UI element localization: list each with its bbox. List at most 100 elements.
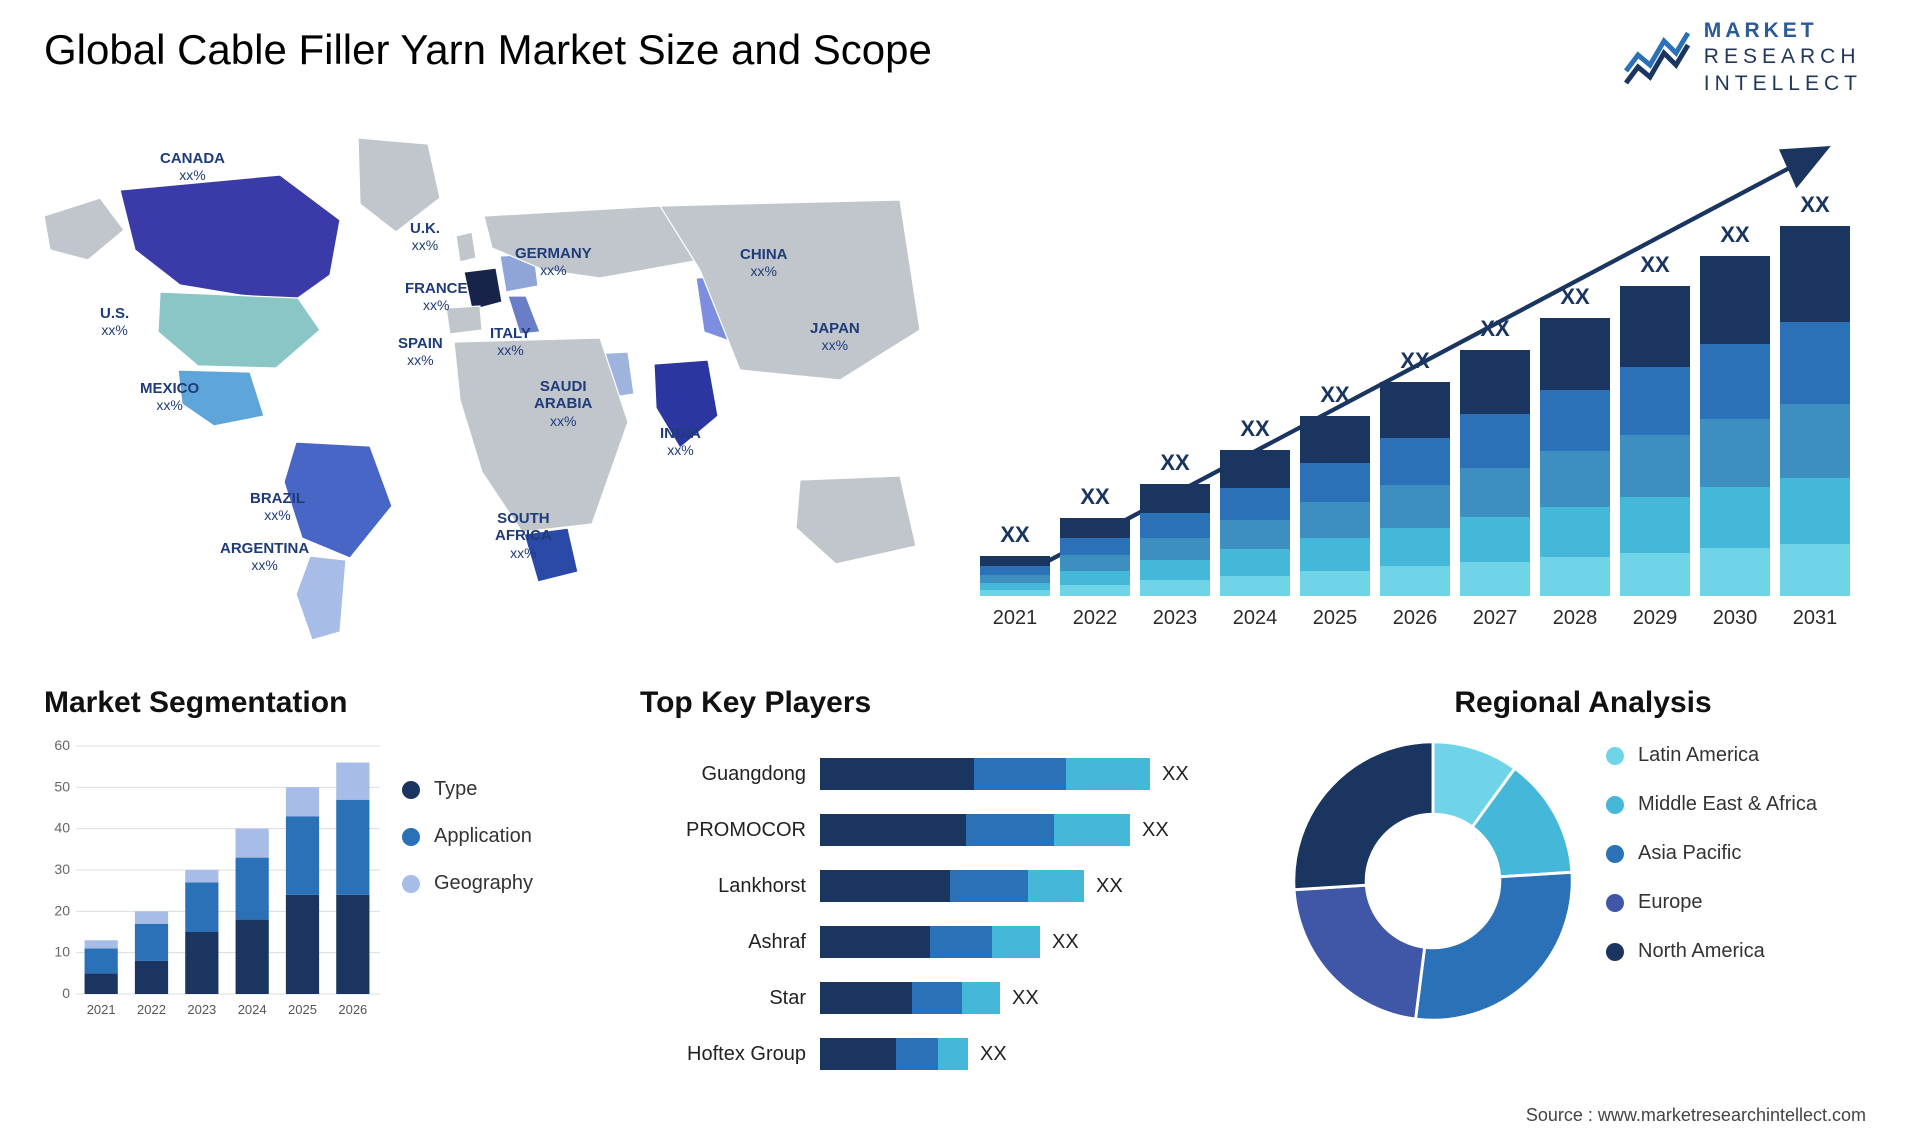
growth-xtick: 2029 — [1620, 607, 1690, 630]
growth-seg — [1140, 560, 1210, 580]
donut-slice — [1294, 885, 1425, 1019]
growth-seg — [1620, 367, 1690, 435]
growth-seg — [1460, 350, 1530, 414]
growth-bar-2027: XX — [1460, 350, 1530, 596]
growth-seg — [1380, 485, 1450, 528]
map-label-saudi-arabia: SAUDIARABIAxx% — [534, 378, 592, 430]
seg-bar — [336, 800, 369, 895]
growth-seg — [1780, 404, 1850, 478]
growth-xtick: 2026 — [1380, 607, 1450, 630]
player-row: Hoftex GroupXX — [640, 1026, 1240, 1082]
region-legend-item: Asia Pacific — [1606, 842, 1817, 865]
growth-seg — [1140, 580, 1210, 596]
growth-seg — [1300, 571, 1370, 596]
growth-bar-label: XX — [1060, 484, 1130, 510]
player-name: Hoftex Group — [640, 1043, 820, 1066]
growth-seg — [1700, 256, 1770, 344]
growth-seg — [1540, 318, 1610, 390]
donut-slice — [1294, 742, 1433, 890]
region-legend-item: Latin America — [1606, 744, 1817, 767]
growth-bar-2022: XX — [1060, 518, 1130, 596]
growth-seg — [1300, 502, 1370, 538]
growth-seg — [1780, 226, 1850, 322]
growth-seg — [1700, 487, 1770, 548]
svg-text:2022: 2022 — [137, 1002, 166, 1017]
player-row: AshrafXX — [640, 914, 1240, 970]
player-value: XX — [1162, 763, 1189, 786]
player-name: Lankhorst — [640, 875, 820, 898]
growth-seg — [1140, 538, 1210, 560]
growth-seg — [1060, 585, 1130, 596]
logo-text-2: RESEARCH — [1704, 44, 1862, 70]
growth-seg — [1700, 344, 1770, 419]
region-legend-item: North America — [1606, 940, 1817, 963]
svg-text:60: 60 — [54, 738, 70, 753]
svg-text:2026: 2026 — [338, 1002, 367, 1017]
map-region-aus — [796, 476, 916, 564]
regional-section: Regional Analysis Latin AmericaMiddle Ea… — [1288, 686, 1878, 720]
seg-bar — [286, 816, 319, 895]
growth-xtick: 2030 — [1700, 607, 1770, 630]
player-value: XX — [1142, 819, 1169, 842]
svg-text:50: 50 — [54, 778, 70, 794]
growth-seg — [1460, 517, 1530, 561]
growth-seg — [1140, 484, 1210, 513]
growth-seg — [1620, 286, 1690, 367]
seg-bar — [135, 911, 168, 923]
seg-bar — [286, 787, 319, 816]
seg-bar — [286, 895, 319, 994]
map-region-eu-fra — [464, 268, 502, 310]
growth-seg — [1380, 382, 1450, 438]
map-label-china: CHINAxx% — [740, 246, 788, 281]
growth-seg — [1220, 488, 1290, 520]
growth-bar-label: XX — [1700, 222, 1770, 248]
regional-donut — [1288, 736, 1578, 1026]
player-name: Guangdong — [640, 763, 820, 786]
svg-text:10: 10 — [54, 944, 70, 960]
growth-seg — [1300, 538, 1370, 570]
map-label-france: FRANCExx% — [405, 280, 468, 315]
growth-seg — [1060, 538, 1130, 555]
growth-bar-2026: XX — [1380, 382, 1450, 596]
growth-bar-2031: XX — [1780, 226, 1850, 596]
growth-seg — [1620, 553, 1690, 596]
growth-seg — [1060, 555, 1130, 571]
svg-text:2025: 2025 — [288, 1002, 317, 1017]
growth-seg — [1060, 571, 1130, 585]
player-bar — [820, 1038, 968, 1070]
seg-legend-item: Type — [402, 778, 533, 801]
seg-legend-item: Application — [402, 825, 533, 848]
growth-bar-2021: XX — [980, 556, 1050, 596]
seg-bar — [336, 895, 369, 994]
growth-seg — [1780, 478, 1850, 545]
seg-bar — [236, 920, 269, 994]
regional-legend: Latin AmericaMiddle East & AfricaAsia Pa… — [1606, 744, 1817, 963]
map-region-na-canada — [120, 175, 340, 300]
growth-bar-2024: XX — [1220, 450, 1290, 596]
logo-text-1: MARKET — [1704, 18, 1862, 44]
regional-title: Regional Analysis — [1288, 686, 1878, 720]
player-row: LankhorstXX — [640, 858, 1240, 914]
growth-xtick: 2028 — [1540, 607, 1610, 630]
growth-xtick: 2021 — [980, 607, 1050, 630]
map-label-u-s-: U.S.xx% — [100, 305, 129, 340]
growth-seg — [1540, 451, 1610, 507]
growth-seg — [980, 590, 1050, 596]
players-section: Top Key Players GuangdongXXPROMOCORXXLan… — [640, 686, 1240, 720]
seg-bar — [236, 858, 269, 920]
growth-seg — [1780, 544, 1850, 596]
growth-seg — [1380, 566, 1450, 596]
svg-text:2021: 2021 — [87, 1002, 116, 1017]
growth-seg — [1540, 390, 1610, 451]
growth-seg — [1460, 468, 1530, 517]
player-bar — [820, 982, 1000, 1014]
seg-bar — [135, 961, 168, 994]
seg-bar — [85, 973, 118, 994]
player-name: Ashraf — [640, 931, 820, 954]
growth-bar-label: XX — [1300, 382, 1370, 408]
growth-bar-label: XX — [1540, 284, 1610, 310]
svg-text:2023: 2023 — [187, 1002, 216, 1017]
seg-legend-item: Geography — [402, 872, 533, 895]
growth-seg — [1220, 450, 1290, 488]
seg-bar — [236, 829, 269, 858]
